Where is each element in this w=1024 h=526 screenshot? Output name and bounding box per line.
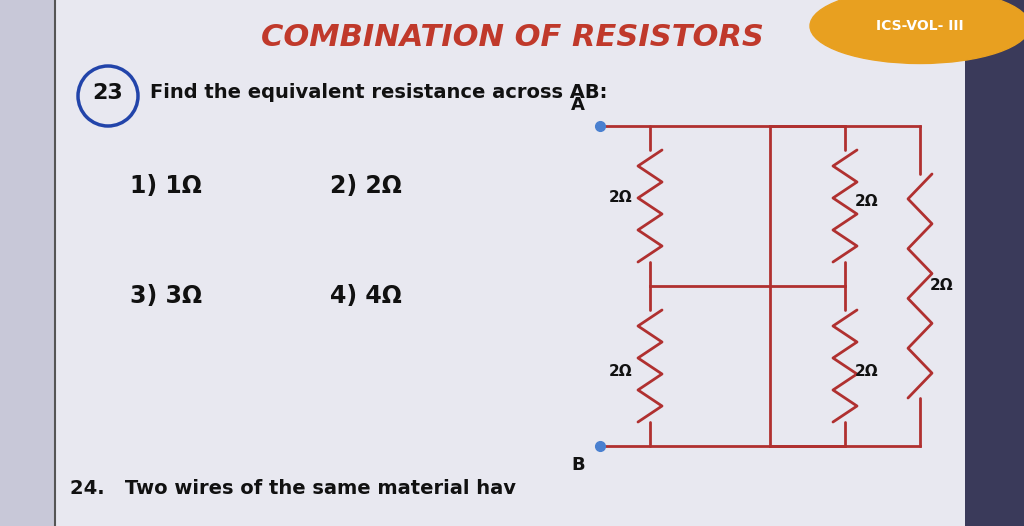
Text: 1) 1Ω: 1) 1Ω (130, 174, 202, 198)
Text: 2Ω: 2Ω (930, 278, 953, 294)
FancyBboxPatch shape (55, 0, 965, 526)
Text: 2Ω: 2Ω (608, 363, 632, 379)
Ellipse shape (810, 0, 1024, 64)
Text: 2Ω: 2Ω (608, 190, 632, 206)
Text: COMBINATION OF RESISTORS: COMBINATION OF RESISTORS (260, 24, 764, 53)
Text: 24.   Two wires of the same material hav: 24. Two wires of the same material hav (70, 479, 516, 498)
Text: B: B (571, 456, 585, 474)
Text: 23: 23 (92, 83, 123, 103)
Text: 2Ω: 2Ω (855, 194, 879, 208)
Text: 2Ω: 2Ω (855, 363, 879, 379)
Text: 4) 4Ω: 4) 4Ω (330, 284, 401, 308)
Bar (0, 0, 55, 526)
Text: Find the equivalent resistance across AB:: Find the equivalent resistance across AB… (150, 84, 607, 103)
Text: 2) 2Ω: 2) 2Ω (330, 174, 401, 198)
Text: ICS-VOL- III: ICS-VOL- III (877, 19, 964, 33)
Text: A: A (571, 96, 585, 114)
Bar (965, 0, 1024, 526)
Text: 3) 3Ω: 3) 3Ω (130, 284, 202, 308)
